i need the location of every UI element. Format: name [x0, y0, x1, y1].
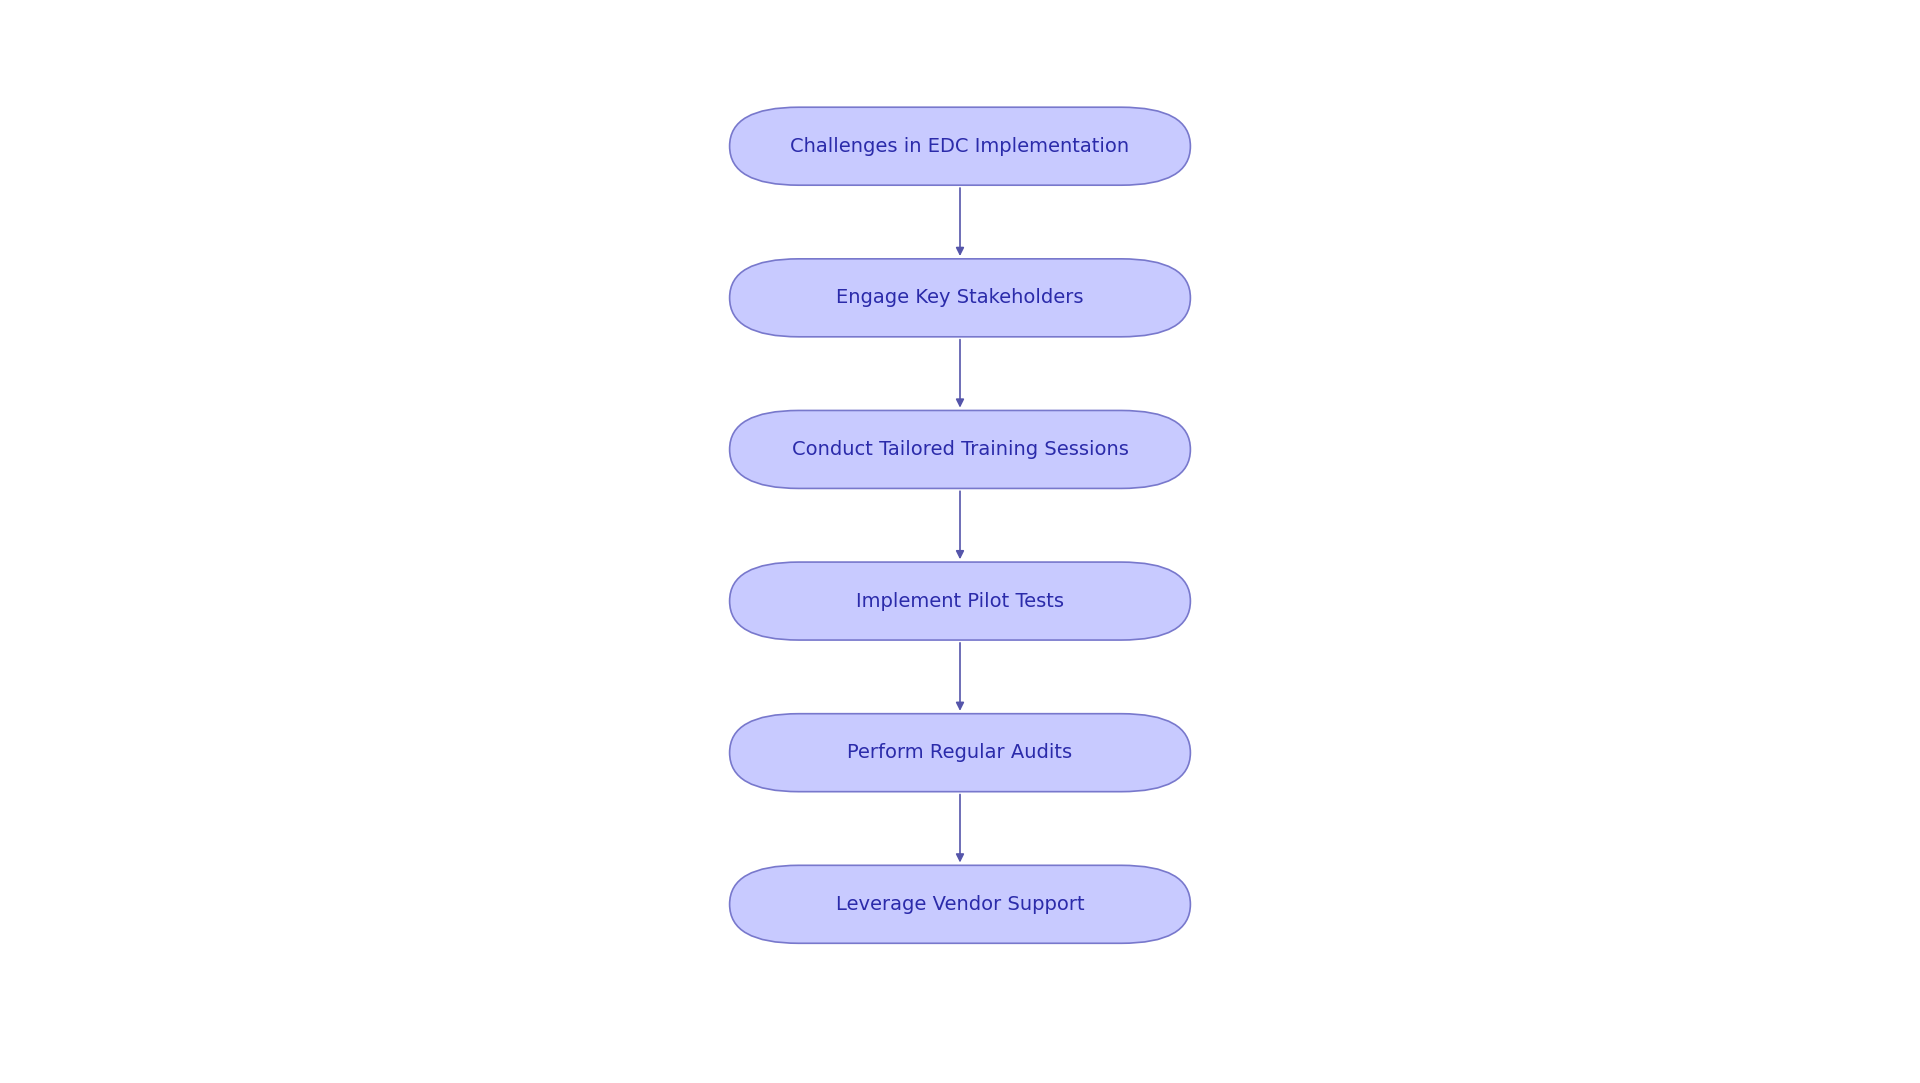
Text: Engage Key Stakeholders: Engage Key Stakeholders [837, 288, 1083, 308]
FancyBboxPatch shape [730, 865, 1190, 943]
Text: Implement Pilot Tests: Implement Pilot Tests [856, 591, 1064, 611]
Text: Leverage Vendor Support: Leverage Vendor Support [835, 895, 1085, 914]
Text: Conduct Tailored Training Sessions: Conduct Tailored Training Sessions [791, 440, 1129, 459]
FancyBboxPatch shape [730, 714, 1190, 792]
Text: Challenges in EDC Implementation: Challenges in EDC Implementation [791, 136, 1129, 156]
FancyBboxPatch shape [730, 410, 1190, 488]
Text: Perform Regular Audits: Perform Regular Audits [847, 743, 1073, 762]
FancyBboxPatch shape [730, 259, 1190, 337]
FancyBboxPatch shape [730, 107, 1190, 185]
FancyBboxPatch shape [730, 562, 1190, 640]
